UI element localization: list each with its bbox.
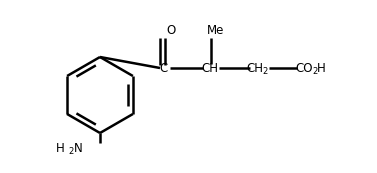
Text: CH: CH (247, 61, 264, 75)
Text: CO: CO (295, 61, 313, 75)
Text: O: O (166, 24, 176, 37)
Text: 2: 2 (68, 147, 73, 156)
Text: C: C (160, 61, 168, 75)
Text: N: N (74, 142, 83, 154)
Text: 2: 2 (262, 67, 268, 76)
Text: H: H (56, 142, 65, 154)
Text: CH: CH (201, 61, 219, 75)
Text: 2: 2 (313, 67, 318, 76)
Text: H: H (317, 61, 325, 75)
Text: Me: Me (207, 24, 225, 37)
